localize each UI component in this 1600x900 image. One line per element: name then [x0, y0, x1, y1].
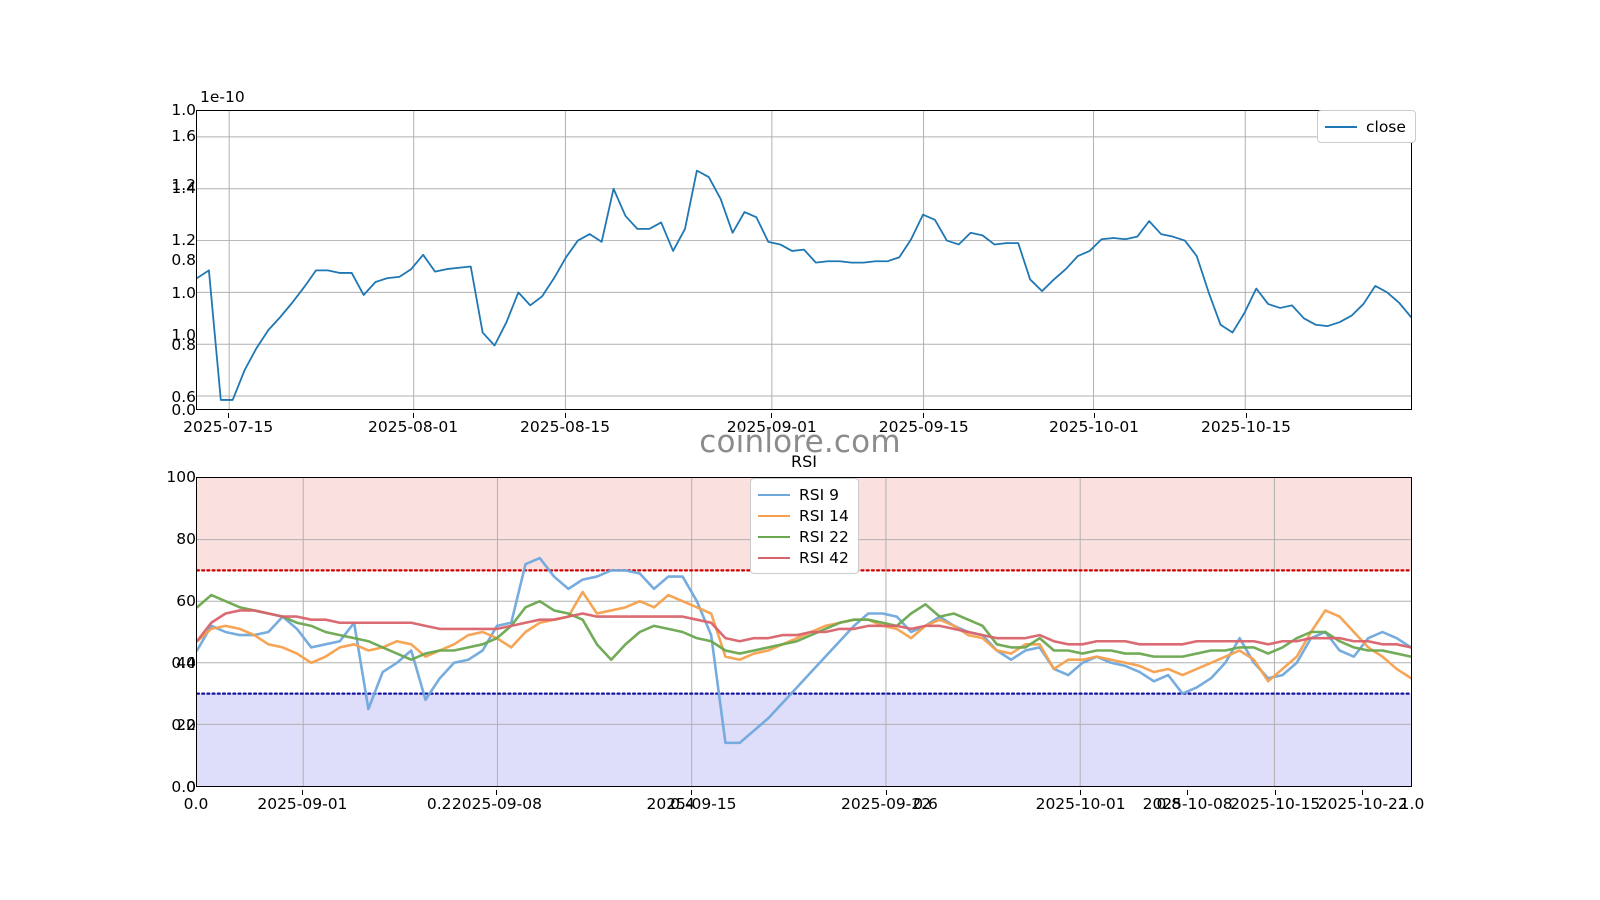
legend-line-swatch-icon — [758, 556, 790, 559]
legend-line-swatch-icon — [758, 493, 790, 496]
price-x-tickmark — [1093, 413, 1095, 418]
price-chart-axes — [196, 110, 1412, 410]
rsi-y-ticklabel-overlay: 0.4 — [171, 654, 196, 672]
rsi-x-tickmark — [1274, 790, 1276, 795]
rsi-y-ticklabel: 20 — [176, 716, 196, 734]
rsi-x-tickmark — [1080, 790, 1082, 795]
price-x-ticklabel: 2025-10-15 — [1200, 418, 1292, 436]
rsi-y-ticklabel: 60 — [176, 592, 196, 610]
price-y-ticklabel-overlay: 1.0 — [171, 101, 196, 119]
rsi-y-ticklabel-overlay: 0.2 — [171, 716, 196, 734]
rsi-x-ticklabel: 2025-10-22 — [1317, 795, 1408, 813]
price-y-axis-ticklabels: 0.6 0.8 1.0 1.2 1.4 1.6 — [150, 110, 196, 410]
price-x-ticklabel: 2025-10-01 — [1048, 418, 1140, 436]
price-y-ticklabel-overlay: 0.0 — [171, 401, 196, 419]
price-x-tickmark — [1245, 413, 1247, 418]
legend-line-swatch-icon — [1325, 125, 1357, 128]
price-y-axis-ticklabels-overlay: 0.0 1.0 0.8 1.2 1.0 — [150, 101, 196, 419]
price-x-tickmark — [412, 413, 414, 418]
price-y-ticklabel: 1.0 — [171, 283, 196, 302]
legend-item-close[interactable]: close — [1325, 116, 1406, 137]
legend-item-label: RSI 42 — [799, 548, 849, 567]
legend-item-label: close — [1366, 117, 1406, 136]
price-x-tickmark — [564, 413, 566, 418]
price-y-ticklabel-overlay: 1.0 — [171, 326, 196, 344]
rsi-chart-legend[interactable]: RSI 9 RSI 14 RSI 22 RSI 42 — [750, 478, 859, 574]
watermark: coinlore.com — [699, 424, 901, 460]
rsi-y-ticklabel: 0 — [186, 778, 196, 796]
price-x-ticklabel: 2025-08-15 — [520, 418, 611, 436]
legend-line-swatch-icon — [758, 535, 790, 538]
legend-item-rsi-22[interactable]: RSI 22 — [758, 526, 849, 547]
price-axis-offset-text: 1e-10 — [200, 88, 245, 106]
rsi-x-ticklabel: 2025-10-08 — [1142, 795, 1233, 813]
rsi-x-ticklabel-overlay: 1.0 — [1399, 795, 1425, 813]
price-y-ticklabel-overlay: 0.8 — [171, 251, 196, 269]
rsi-y-axis-ticklabels-overlay: 0.0 0.2 0.4 — [150, 477, 196, 796]
rsi-x-ticklabel-overlay: 0.2 — [426, 795, 452, 813]
rsi-x-ticklabel-overlay: 0.6 — [913, 795, 938, 813]
rsi-x-tickmark — [691, 790, 693, 795]
rsi-x-axis-ticklabels-overlay: 0.0 0.2 0.4 0.6 0.8 1.0 — [184, 795, 1425, 819]
rsi-x-tickmark — [301, 790, 303, 795]
legend-item-rsi-42[interactable]: RSI 42 — [758, 547, 849, 568]
rsi-x-ticklabel: 2025-09-22 — [841, 795, 932, 813]
legend-item-label: RSI 14 — [799, 506, 849, 525]
legend-line-swatch-icon — [758, 514, 790, 517]
rsi-x-tickmark — [885, 790, 887, 795]
price-y-ticklabel-overlay: 1.2 — [171, 176, 196, 194]
price-x-ticklabel: 2025-08-01 — [368, 418, 459, 436]
price-x-tickmark — [923, 413, 925, 418]
price-chart-legend[interactable]: close — [1317, 110, 1416, 143]
rsi-x-axis-ticklabels: 2025-09-01 2025-09-08 2025-09-15 2025-09-22… — [196, 790, 1412, 819]
rsi-y-ticklabel: 40 — [176, 654, 196, 672]
rsi-x-ticklabel: 2025-09-08 — [451, 795, 542, 813]
price-x-tickmark — [227, 413, 229, 418]
rsi-x-ticklabel-overlay: 0.8 — [1156, 795, 1182, 813]
price-x-ticklabel: 2025-09-01 — [726, 418, 817, 436]
price-x-ticklabel: 2025-07-15 — [183, 418, 274, 436]
price-plot-area — [196, 110, 1412, 410]
price-y-ticklabel: 0.6 — [171, 387, 196, 406]
rsi-x-tickmark — [496, 790, 498, 795]
legend-item-rsi-9[interactable]: RSI 9 — [758, 484, 849, 505]
rsi-x-tickmark — [1362, 790, 1364, 795]
rsi-x-ticklabel-overlay: 0.4 — [670, 795, 695, 813]
price-y-ticklabel: 1.6 — [171, 127, 196, 146]
price-x-ticklabel: 2025-09-15 — [878, 418, 969, 436]
price-y-ticklabel: 0.8 — [171, 335, 196, 354]
price-y-ticklabel: 1.4 — [171, 179, 196, 198]
rsi-y-ticklabel: 80 — [176, 530, 196, 548]
price-line-plot — [197, 111, 1411, 409]
price-x-tickmark — [771, 413, 773, 418]
rsi-chart-title: RSI — [791, 452, 817, 471]
price-y-ticklabel: 1.2 — [171, 231, 196, 250]
price-x-axis-ticklabels: 2025-07-15 2025-08-01 2025-08-15 2025-09-01… — [183, 413, 1412, 442]
rsi-x-ticklabel: 2025-10-01 — [1035, 795, 1126, 813]
legend-item-label: RSI 22 — [799, 527, 849, 546]
legend-item-rsi-14[interactable]: RSI 14 — [758, 505, 849, 526]
rsi-y-ticklabel: 100 — [166, 468, 196, 486]
rsi-x-ticklabel: 2025-09-15 — [646, 795, 737, 813]
rsi-x-ticklabel: 2025-10-15 — [1230, 795, 1321, 813]
rsi-y-ticklabel-overlay: 0.0 — [171, 778, 196, 796]
rsi-x-ticklabel-overlay: 0.0 — [183, 795, 209, 813]
legend-item-label: RSI 9 — [799, 485, 839, 504]
rsi-y-axis-ticklabels: 0 20 40 60 80 100 — [150, 468, 196, 796]
rsi-x-ticklabel: 2025-09-01 — [257, 795, 348, 813]
rsi-x-tickmark — [1187, 790, 1189, 795]
